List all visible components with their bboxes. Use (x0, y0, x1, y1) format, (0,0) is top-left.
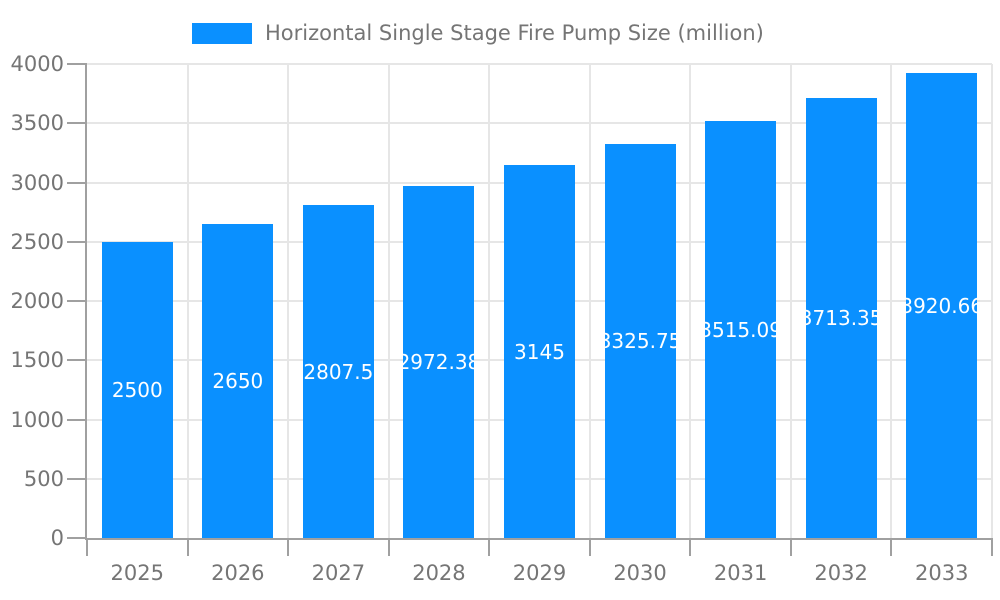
y-axis-label: 3500 (10, 111, 64, 136)
gridline-horizontal (87, 63, 992, 65)
x-axis-tick (287, 538, 290, 556)
gridline-vertical (287, 64, 290, 538)
legend-swatch-icon (192, 22, 252, 44)
gridline-horizontal (87, 122, 992, 125)
y-axis-line (85, 64, 87, 538)
gridline-vertical (488, 64, 491, 538)
gridline-vertical (789, 64, 792, 538)
x-axis-tick (991, 538, 993, 556)
x-axis-label: 2031 (713, 561, 768, 585)
bar[interactable]: 2500 (101, 241, 173, 538)
bar[interactable]: 3920.66 (906, 73, 978, 538)
y-axis-tick (67, 537, 87, 539)
x-axis-label: 2030 (613, 561, 667, 585)
x-axis-tick (387, 538, 390, 556)
y-axis-tick (67, 477, 87, 480)
y-axis-label: 500 (23, 466, 64, 491)
gridline-vertical (387, 64, 390, 538)
bar[interactable]: 2807.5 (302, 205, 374, 538)
bar[interactable]: 3515.09 (705, 121, 777, 538)
bar-value-label: 2650 (212, 368, 264, 393)
x-axis-label: 2032 (814, 561, 868, 585)
bar-value-label: 2500 (111, 377, 163, 402)
gridline-vertical (689, 64, 692, 538)
x-axis-tick (890, 538, 893, 556)
bar-value-label: 2972.38 (403, 349, 475, 374)
bar-value-label: 3920.66 (906, 293, 978, 318)
y-axis-label: 3000 (10, 170, 64, 195)
x-axis-label: 2026 (211, 561, 265, 585)
x-axis-tick (86, 538, 88, 556)
bar[interactable]: 2650 (202, 223, 274, 538)
y-axis-tick (67, 63, 87, 65)
x-axis-tick (588, 538, 591, 556)
y-axis-tick (67, 418, 87, 421)
legend-label: Horizontal Single Stage Fire Pump Size (… (265, 21, 764, 45)
x-axis-label: 2028 (412, 561, 466, 585)
x-axis-label: 2029 (512, 561, 567, 585)
x-axis-tick (689, 538, 692, 556)
y-axis-tick (67, 300, 87, 302)
x-axis-tick (488, 538, 491, 556)
bar-value-label: 2807.5 (303, 359, 374, 384)
y-axis-tick (67, 359, 87, 362)
y-axis-tick (67, 240, 87, 243)
y-axis-label: 2500 (10, 229, 64, 254)
x-axis-label: 2025 (110, 561, 164, 585)
bar-value-label: 3713.35 (805, 305, 877, 330)
gridline-vertical (991, 64, 993, 538)
bar[interactable]: 3145 (504, 165, 575, 538)
x-axis-label: 2027 (311, 561, 366, 585)
bar-value-label: 3325.75 (604, 328, 676, 353)
x-axis-label: 2033 (914, 561, 969, 585)
legend-item[interactable]: Horizontal Single Stage Fire Pump Size (… (192, 21, 764, 45)
bar-value-label: 3145 (514, 339, 565, 364)
y-axis-label: 2000 (10, 289, 64, 313)
gridline-vertical (186, 64, 189, 538)
y-axis-label: 1000 (10, 407, 64, 432)
x-axis-tick (186, 538, 189, 556)
y-axis-label: 1500 (10, 348, 64, 373)
y-axis-label: 0 (50, 526, 64, 550)
bar[interactable]: 3325.75 (604, 143, 676, 538)
x-axis-line (85, 538, 992, 540)
y-axis-tick (67, 181, 87, 184)
bar[interactable]: 3713.35 (805, 97, 877, 538)
bar[interactable]: 2972.38 (403, 185, 475, 538)
gridline-vertical (890, 64, 893, 538)
y-axis-label: 4000 (10, 52, 64, 76)
bar-value-label: 3515.09 (705, 317, 777, 342)
y-axis-tick (67, 122, 87, 125)
x-axis-tick (789, 538, 792, 556)
gridline-vertical (588, 64, 591, 538)
